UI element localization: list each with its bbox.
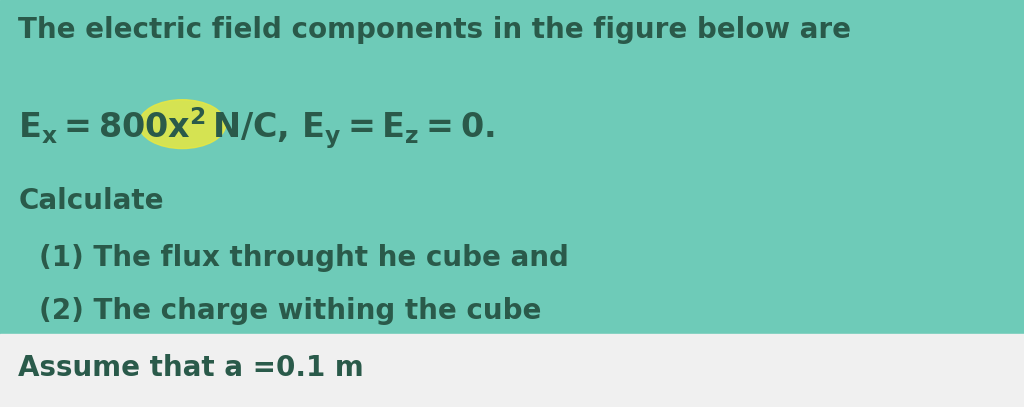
Text: Assume that a =0.1 m: Assume that a =0.1 m	[18, 354, 365, 382]
Text: (2) The charge withing the cube: (2) The charge withing the cube	[39, 297, 542, 325]
Bar	[0, 0, 1024, 334]
Text: The electric field components in the figure below are: The electric field components in the fig…	[18, 16, 851, 44]
Text: $\mathbf{E_x = 800x^2\,N/C,\,E_y = E_z = 0.}$: $\mathbf{E_x = 800x^2\,N/C,\,E_y = E_z =…	[18, 106, 496, 151]
Bar	[0, 334, 1024, 407]
Ellipse shape	[138, 100, 226, 149]
Text: Calculate: Calculate	[18, 187, 164, 215]
Text: (1) The flux throught he cube and: (1) The flux throught he cube and	[39, 244, 568, 272]
